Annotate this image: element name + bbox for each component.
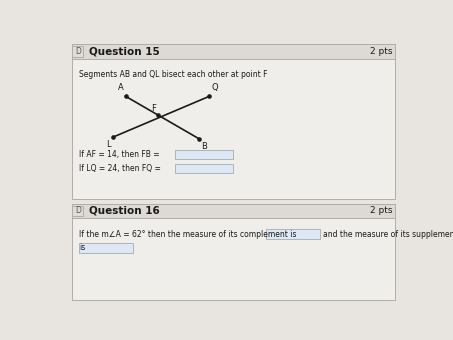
Text: is: is <box>79 243 86 252</box>
Text: If AF = 14, then FB =: If AF = 14, then FB = <box>79 150 160 159</box>
Text: D: D <box>75 47 81 56</box>
Bar <box>72 204 395 218</box>
Bar <box>79 243 133 253</box>
Bar <box>175 150 233 159</box>
Text: and the measure of its supplement: and the measure of its supplement <box>323 230 453 239</box>
Text: F: F <box>151 104 156 113</box>
Bar <box>72 46 83 57</box>
Text: 2 pts: 2 pts <box>370 47 393 56</box>
Bar <box>72 44 395 58</box>
Bar <box>265 230 319 239</box>
Text: Segments AB and QL bisect each other at point F: Segments AB and QL bisect each other at … <box>79 70 268 79</box>
Text: A: A <box>117 83 123 92</box>
Text: 2 pts: 2 pts <box>370 206 393 215</box>
Text: B: B <box>201 142 207 151</box>
Text: D: D <box>75 206 81 216</box>
Bar <box>72 206 83 216</box>
Bar <box>72 204 395 300</box>
Text: If LQ = 24, then FQ =: If LQ = 24, then FQ = <box>79 164 161 173</box>
Text: Q: Q <box>212 83 218 92</box>
Text: L: L <box>106 140 111 149</box>
Text: Question 16: Question 16 <box>88 206 159 216</box>
Bar <box>72 44 395 199</box>
Text: If the m∠A = 62° then the measure of its complement is: If the m∠A = 62° then the measure of its… <box>79 230 297 239</box>
Text: Question 15: Question 15 <box>88 46 159 56</box>
Bar <box>175 164 233 173</box>
